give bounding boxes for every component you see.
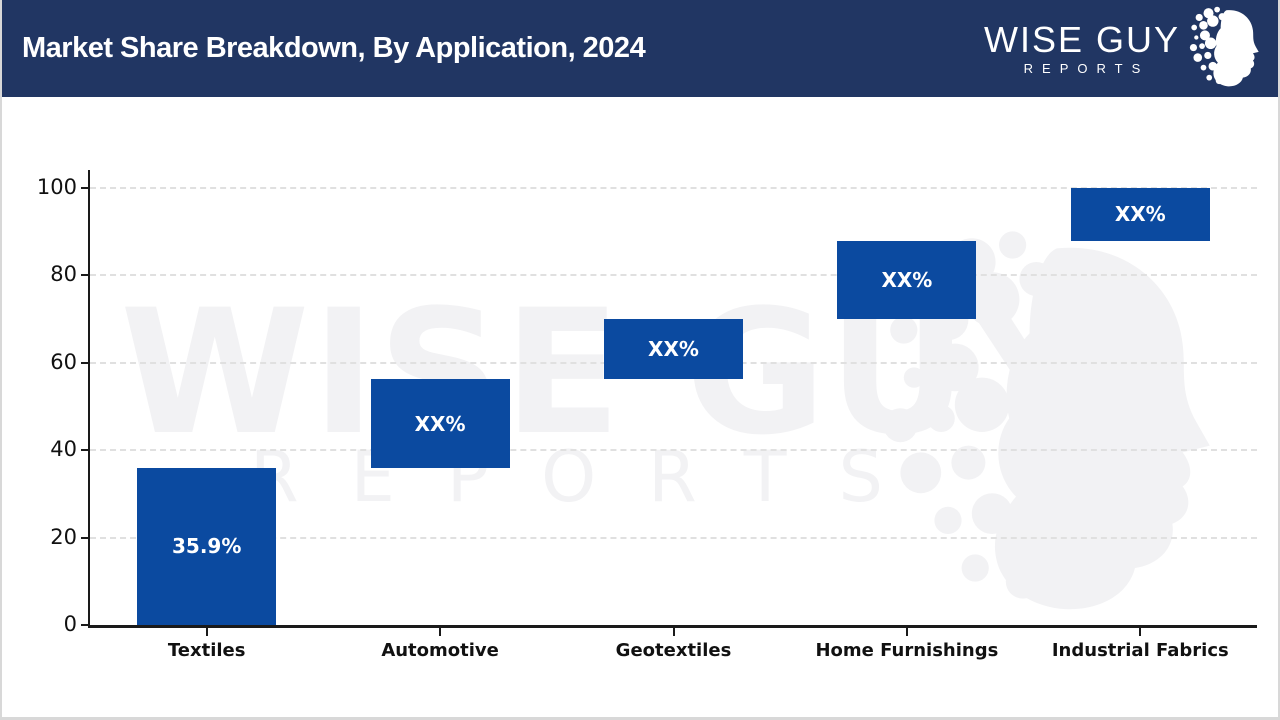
wise-guy-reports-logo: WISE GUY REPORTS xyxy=(984,6,1268,92)
logo-text: WISE GUY REPORTS xyxy=(983,18,1180,76)
bar-value-label: XX% xyxy=(881,268,933,293)
y-tick-label-60: 60 xyxy=(50,349,77,374)
x-category-label: Automotive xyxy=(381,640,499,661)
bar-geotextiles[interactable]: XX% xyxy=(604,319,743,380)
bar-value-label: XX% xyxy=(648,337,699,362)
gridline-100 xyxy=(90,186,1257,189)
x-tick-0 xyxy=(205,628,208,636)
y-tick-label-20: 20 xyxy=(50,524,77,549)
x-tick-3 xyxy=(905,628,908,636)
x-category-label: Home Furnishings xyxy=(815,640,999,661)
logo-subtitle: REPORTS xyxy=(1023,60,1150,76)
x-tick-1 xyxy=(439,628,442,636)
gridline-20 xyxy=(90,536,1257,539)
y-tick-100 xyxy=(81,186,90,189)
dotted-head-icon xyxy=(1189,6,1259,86)
x-tick-2 xyxy=(672,628,675,636)
bar-textiles[interactable]: 35.9% xyxy=(137,467,277,625)
x-category-label: Textiles xyxy=(167,640,246,661)
page-title: Market Share Breakdown, By Application, … xyxy=(22,32,646,64)
y-tick-0 xyxy=(81,624,90,626)
bar-automotive[interactable]: XX% xyxy=(370,379,510,468)
y-tick-label-0: 0 xyxy=(63,612,77,636)
y-axis xyxy=(88,170,90,628)
x-category-label: Geotextiles xyxy=(615,640,732,661)
x-axis xyxy=(88,625,1257,628)
bar-home-furnishings[interactable]: XX% xyxy=(837,240,977,320)
y-tick-label-80: 80 xyxy=(50,262,77,286)
bar-value-label: XX% xyxy=(1114,202,1166,227)
gridline-80 xyxy=(90,274,1257,276)
y-tick-60 xyxy=(81,361,90,364)
y-tick-40 xyxy=(81,449,90,451)
y-tick-80 xyxy=(81,274,90,276)
gridline-40 xyxy=(90,449,1257,451)
logo-wordmark: WISE GUY xyxy=(983,18,1180,60)
y-tick-20 xyxy=(81,536,90,539)
header-band: Market Share Breakdown, By Application, … xyxy=(2,0,1278,97)
y-tick-label-100: 100 xyxy=(36,174,77,199)
bar-industrial-fabrics[interactable]: XX% xyxy=(1070,187,1210,241)
bar-value-label: 35.9% xyxy=(171,534,242,559)
y-tick-label-40: 40 xyxy=(50,437,77,461)
x-tick-4 xyxy=(1139,628,1142,636)
bar-value-label: XX% xyxy=(414,411,466,436)
x-category-label: Industrial Fabrics xyxy=(1051,640,1229,661)
